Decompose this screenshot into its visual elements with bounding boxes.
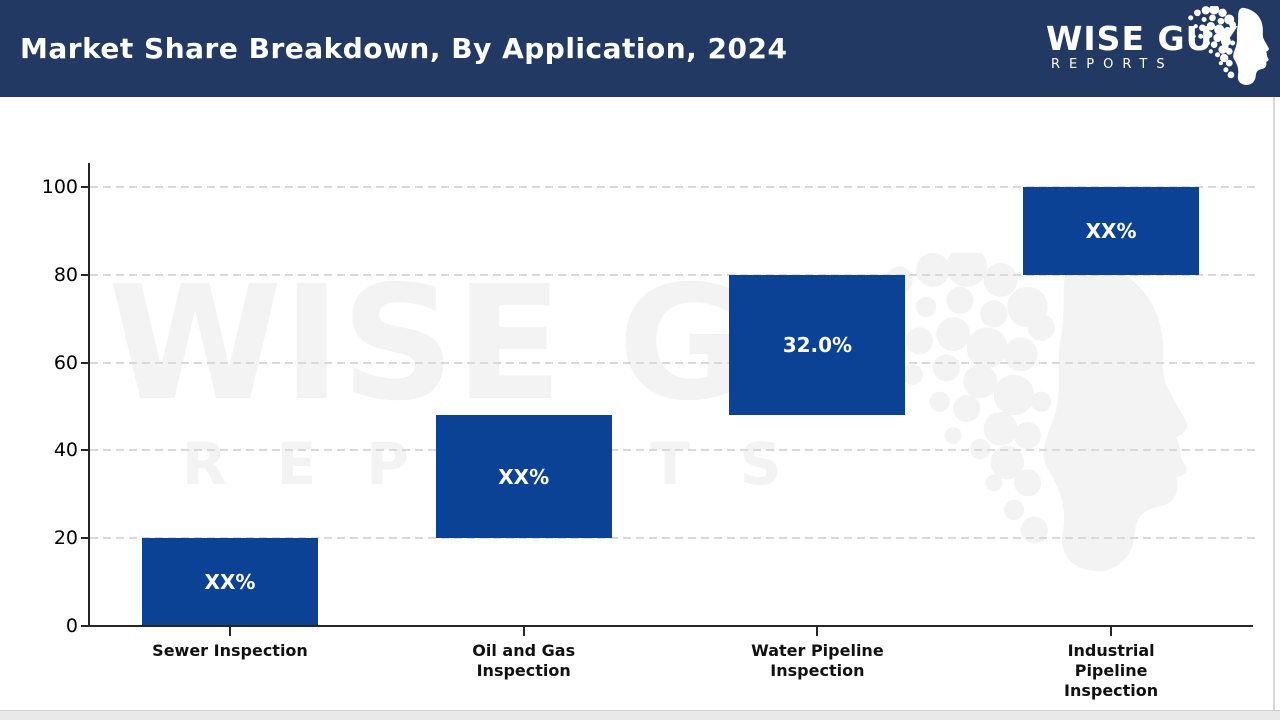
x-category-label: Water Pipeline Inspection bbox=[751, 641, 884, 680]
x-category-label: Oil and Gas Inspection bbox=[472, 641, 576, 680]
y-tick-mark bbox=[81, 361, 88, 364]
gridline bbox=[90, 361, 1258, 364]
bar-value-label: XX% bbox=[498, 464, 550, 489]
x-tick-mark bbox=[229, 627, 231, 636]
bar-oil-and-gas-inspection: XX% bbox=[435, 415, 612, 539]
page-title: Market Share Breakdown, By Application, … bbox=[20, 32, 788, 65]
y-tick-label: 80 bbox=[53, 263, 78, 286]
y-tick-label: 40 bbox=[53, 439, 78, 462]
x-category-label: Sewer Inspection bbox=[152, 641, 308, 660]
gridline bbox=[90, 537, 1258, 540]
header-bar: Market Share Breakdown, By Application, … bbox=[0, 0, 1280, 97]
right-edge-divider bbox=[1273, 97, 1275, 710]
brand-subtitle: REPORTS bbox=[1051, 57, 1174, 72]
bar-value-label: XX% bbox=[1085, 218, 1137, 243]
y-tick-mark bbox=[81, 186, 88, 188]
y-tick-mark bbox=[81, 537, 88, 540]
x-axis-spine bbox=[88, 625, 1253, 627]
gridline bbox=[90, 449, 1258, 452]
bar-water-pipeline-inspection: 32.0% bbox=[729, 274, 906, 416]
bar-value-label: XX% bbox=[204, 570, 256, 595]
y-tick-label: 60 bbox=[53, 351, 78, 374]
bar-value-label: 32.0% bbox=[782, 333, 853, 358]
y-tick-label: 100 bbox=[41, 176, 78, 198]
y-tick-mark bbox=[81, 449, 88, 452]
gridline bbox=[90, 186, 1258, 188]
gridline bbox=[90, 273, 1258, 276]
x-tick-mark bbox=[522, 627, 525, 636]
bottom-edge-strip bbox=[0, 710, 1280, 720]
brand-logo: WISE GUY REPORTS bbox=[1010, 4, 1272, 94]
bar-industrial-pipeline-inspection: XX% bbox=[1023, 187, 1200, 275]
y-tick-label: 0 bbox=[65, 615, 78, 637]
bar-sewer-inspection: XX% bbox=[142, 538, 318, 626]
x-tick-mark bbox=[1110, 627, 1113, 636]
x-category-label: Industrial Pipeline Inspection bbox=[1064, 641, 1159, 700]
y-tick-mark bbox=[81, 625, 88, 627]
y-tick-mark bbox=[81, 273, 88, 276]
y-axis-spine bbox=[88, 163, 90, 625]
wise-guy-face-icon bbox=[1184, 6, 1272, 90]
y-tick-label: 20 bbox=[53, 527, 78, 550]
x-tick-mark bbox=[816, 627, 819, 636]
